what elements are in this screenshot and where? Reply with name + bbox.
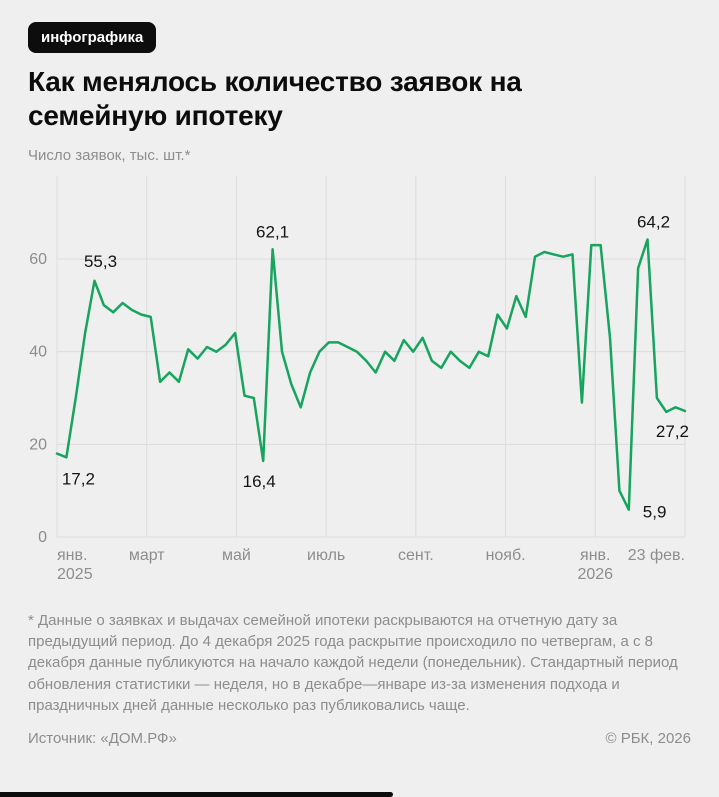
x-tick-label: сент. [398, 547, 434, 564]
bottom-bar [0, 792, 393, 797]
data-point-label: 16,4 [243, 472, 276, 491]
data-point-label: 17,2 [62, 469, 95, 488]
x-tick-sublabel: 2025 [57, 566, 93, 583]
y-tick-label: 60 [29, 251, 47, 268]
applications-line-series [55, 238, 687, 511]
x-tick-label: июль [307, 547, 345, 564]
data-point-label: 27,2 [656, 422, 689, 441]
x-tick-label: март [129, 547, 165, 564]
data-point-label: 62,1 [256, 222, 289, 241]
data-point-label: 55,3 [84, 252, 117, 271]
x-tick-label: 23 фев. [628, 547, 685, 564]
x-tick-label: нояб. [486, 547, 526, 564]
x-tick-sublabel: 2026 [577, 566, 613, 583]
copyright-label: © РБК, 2026 [605, 730, 691, 748]
data-point-label: 5,9 [643, 502, 667, 521]
footer: Источник: «ДОМ.РФ» © РБК, 2026 [28, 730, 691, 747]
source-label: Источник: «ДОМ.РФ» [28, 730, 177, 748]
y-tick-label: 40 [29, 343, 47, 360]
line-chart: янв. 2025 март май июль сент. нояб. янв. 2026 23 … [29, 175, 689, 583]
page-title: Как менялось количество заявок на семейн… [28, 66, 522, 131]
x-tick-label: янв. [57, 547, 87, 564]
infographic-badge: инфографика [28, 22, 157, 53]
chart-units-subtitle: Число заявок, тыс. шт.* [28, 146, 191, 164]
y-tick-label: 0 [38, 529, 47, 546]
x-tick-label: май [222, 547, 251, 564]
y-tick-label: 20 [29, 436, 47, 453]
x-tick-label: янв. [580, 547, 610, 564]
badge-label: инфографика [41, 29, 144, 46]
footnote: * Данные о заявках и выдачах семейной ип… [28, 611, 678, 714]
data-point-label: 64,2 [637, 212, 670, 231]
